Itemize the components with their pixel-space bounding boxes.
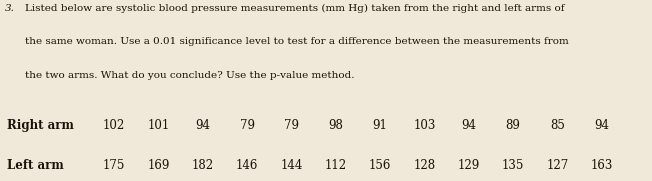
Text: 94: 94: [461, 119, 477, 132]
Text: 3.: 3.: [5, 4, 15, 13]
Text: 94: 94: [195, 119, 211, 132]
Text: 144: 144: [280, 159, 303, 172]
Text: 98: 98: [329, 119, 343, 132]
Text: 175: 175: [103, 159, 125, 172]
Text: 103: 103: [413, 119, 436, 132]
Text: 128: 128: [413, 159, 436, 172]
Text: 156: 156: [369, 159, 391, 172]
Text: 129: 129: [458, 159, 480, 172]
Text: 85: 85: [550, 119, 565, 132]
Text: 169: 169: [147, 159, 170, 172]
Text: the two arms. What do you conclude? Use the p-value method.: the two arms. What do you conclude? Use …: [25, 71, 354, 80]
Text: Left arm: Left arm: [7, 159, 63, 172]
Text: 163: 163: [591, 159, 613, 172]
Text: 79: 79: [239, 119, 255, 132]
Text: 89: 89: [506, 119, 520, 132]
Text: 94: 94: [594, 119, 610, 132]
Text: Right arm: Right arm: [7, 119, 74, 132]
Text: 135: 135: [502, 159, 524, 172]
Text: 182: 182: [192, 159, 214, 172]
Text: 101: 101: [147, 119, 170, 132]
Text: 112: 112: [325, 159, 347, 172]
Text: 127: 127: [546, 159, 569, 172]
Text: 102: 102: [103, 119, 125, 132]
Text: 146: 146: [236, 159, 258, 172]
Text: the same woman. Use a 0.01 significance level to test for a difference between t: the same woman. Use a 0.01 significance …: [25, 37, 569, 46]
Text: 79: 79: [284, 119, 299, 132]
Text: 91: 91: [373, 119, 387, 132]
Text: Listed below are systolic blood pressure measurements (mm Hg) taken from the rig: Listed below are systolic blood pressure…: [25, 4, 564, 13]
